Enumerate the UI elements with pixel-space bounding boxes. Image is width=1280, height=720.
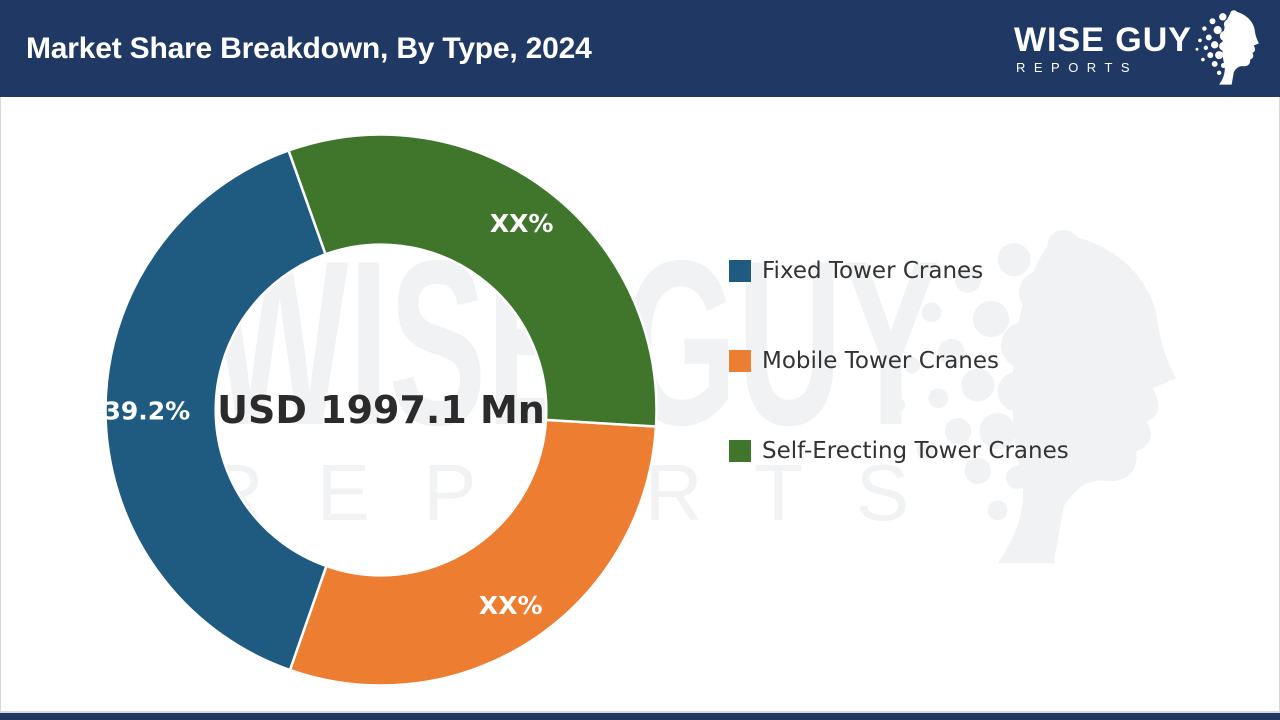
legend-swatch-2	[729, 440, 751, 462]
legend-item-1: Mobile Tower Cranes	[729, 344, 1069, 378]
logo-wordmark: WISE GUY	[1013, 20, 1192, 59]
legend-label-2: Self-Erecting Tower Cranes	[762, 438, 1069, 464]
donut-slice-2	[287, 134, 658, 428]
logo-subtitle: REPORTS	[1015, 59, 1139, 75]
wiseguy-logo: WISE GUY REPORTS	[1014, 8, 1262, 89]
logo-text: WISE GUY REPORTS	[1014, 23, 1192, 75]
donut-slice-1	[288, 418, 658, 687]
donut-center-value: USD 1997.1 Mn	[217, 388, 545, 432]
legend-label-0: Fixed Tower Cranes	[762, 258, 984, 284]
legend: Fixed Tower Cranes Mobile Tower Cranes Sel…	[729, 254, 1069, 524]
slice-label-1: XX%	[479, 591, 543, 620]
legend-swatch-1	[729, 350, 751, 372]
page-title: Market Share Breakdown, By Type, 2024	[26, 31, 592, 65]
slice-label-2: XX%	[490, 209, 554, 238]
legend-label-1: Mobile Tower Cranes	[762, 348, 1000, 374]
wiseguy-head-icon	[1195, 10, 1259, 85]
donut-chart: 39.2% XX% XX%	[104, 134, 658, 687]
slice-label-0: 39.2%	[104, 397, 190, 426]
donut-slice-0	[104, 149, 328, 672]
header: Market Share Breakdown, By Type, 2024 WI…	[0, 0, 1280, 97]
legend-swatch-0	[729, 260, 751, 282]
footer-bar	[0, 713, 1280, 720]
legend-item-2: Self-Erecting Tower Cranes	[729, 434, 1069, 468]
legend-item-0: Fixed Tower Cranes	[729, 254, 1069, 288]
chart-area: WISE GUY REPORTS 39.2%XX%XX% USD 1997.1 …	[0, 97, 1280, 713]
